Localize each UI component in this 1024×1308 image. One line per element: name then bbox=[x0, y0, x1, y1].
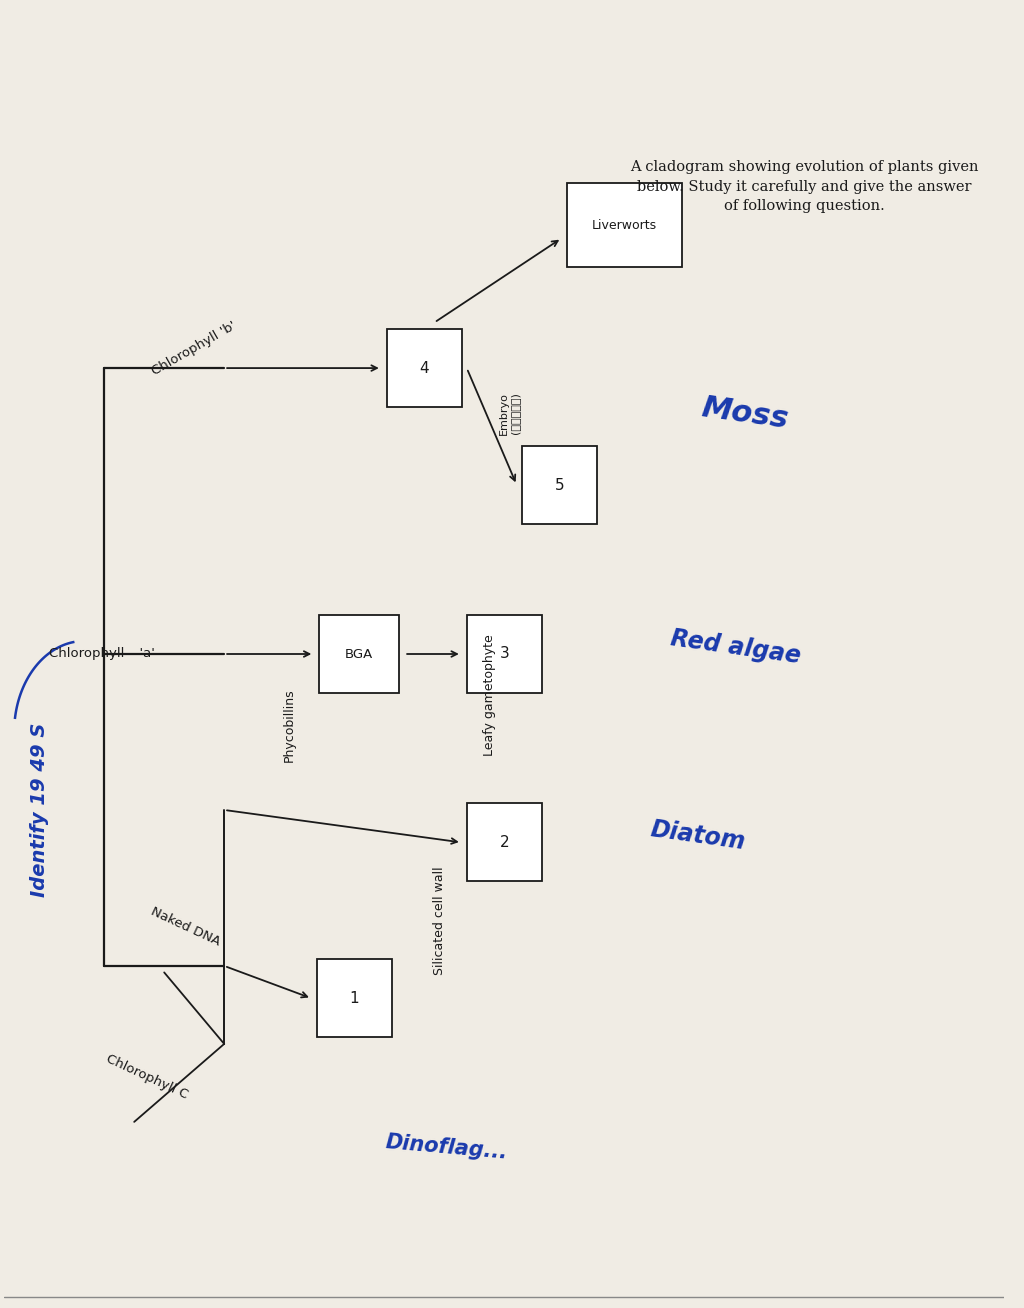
Text: Phycobillins: Phycobillins bbox=[283, 689, 296, 763]
Text: Diatom: Diatom bbox=[649, 818, 748, 854]
FancyBboxPatch shape bbox=[566, 183, 682, 267]
Text: Identify 19 49 S: Identify 19 49 S bbox=[30, 723, 49, 897]
FancyBboxPatch shape bbox=[522, 446, 597, 525]
Text: A cladogram showing evolution of plants given
below. Study it carefully and give: A cladogram showing evolution of plants … bbox=[630, 160, 979, 213]
Text: Moss: Moss bbox=[699, 394, 791, 434]
Text: 3: 3 bbox=[500, 646, 509, 662]
Text: Chlorophyll C: Chlorophyll C bbox=[104, 1052, 190, 1101]
Text: Chlorophyll 'b': Chlorophyll 'b' bbox=[150, 319, 239, 378]
FancyBboxPatch shape bbox=[467, 615, 542, 693]
Text: Chlorophyll – 'a': Chlorophyll – 'a' bbox=[49, 647, 155, 661]
Text: 4: 4 bbox=[420, 361, 429, 375]
Text: Liverworts: Liverworts bbox=[592, 218, 656, 232]
Text: 5: 5 bbox=[554, 477, 564, 493]
Text: 1: 1 bbox=[349, 991, 359, 1006]
Text: Embryo
(भ्रूण): Embryo (भ्रूण) bbox=[499, 392, 520, 436]
Text: Red algae: Red algae bbox=[670, 627, 803, 668]
Text: Silicated cell wall: Silicated cell wall bbox=[433, 866, 445, 974]
FancyBboxPatch shape bbox=[316, 960, 392, 1037]
Text: Naked DNA: Naked DNA bbox=[150, 905, 223, 948]
FancyBboxPatch shape bbox=[319, 615, 399, 693]
FancyBboxPatch shape bbox=[387, 330, 462, 407]
Text: Dinoflag...: Dinoflag... bbox=[384, 1133, 508, 1163]
Text: Leafy gametophyte: Leafy gametophyte bbox=[482, 634, 496, 756]
Text: 2: 2 bbox=[500, 835, 509, 850]
FancyBboxPatch shape bbox=[467, 803, 542, 882]
Text: BGA: BGA bbox=[345, 647, 374, 661]
